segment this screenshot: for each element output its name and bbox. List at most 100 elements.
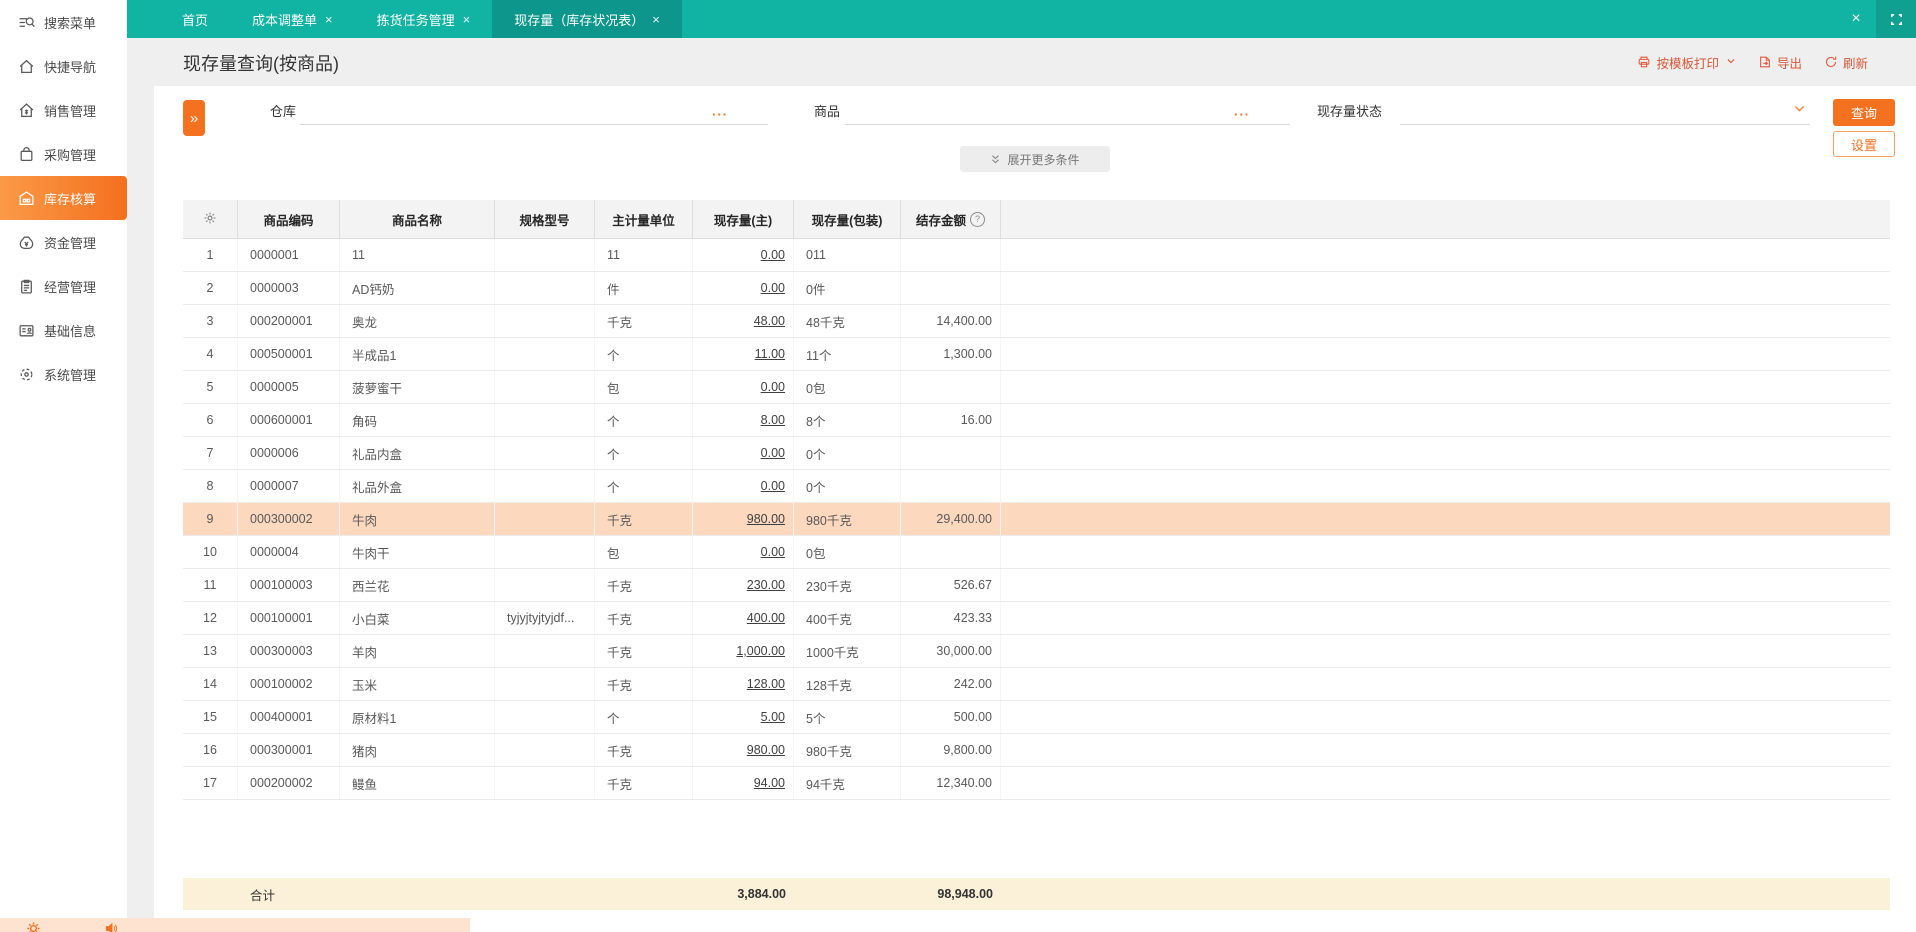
cell-num: 9 [183,503,238,535]
qty-main-link[interactable]: 0.00 [760,446,785,460]
table-row[interactable]: 17 000200002 鳗鱼 千克 94.00 94千克 12,340.00 [183,767,1890,800]
table-row[interactable]: 12 000100001 小白菜 tyjyjtyjtyjdf... 千克 400.00 40… [183,602,1890,635]
sidebar-item-quick-nav[interactable]: 快捷导航 [0,44,127,88]
column-label: 主计量单位 [612,213,675,228]
qty-main-link[interactable]: 48.00 [753,314,785,328]
qty-main-link[interactable]: 1,000.00 [736,644,785,658]
table-row[interactable]: 1 0000001 11 11 0.00 011 [183,239,1890,272]
column-header-qty_main[interactable]: 现存量(主) [693,200,794,238]
refresh-button[interactable]: 刷新 [1824,53,1868,72]
collapse-filter-button[interactable]: » [183,100,205,136]
qty-main-link[interactable]: 94.00 [753,776,785,790]
tab-close-icon[interactable]: × [652,11,660,27]
qty-main-link[interactable]: 980.00 [746,743,785,757]
table-row[interactable]: 11 000100003 西兰花 千克 230.00 230千克 526.67 [183,569,1890,602]
table-row[interactable]: 15 000400001 原材料1 个 5.00 5个 500.00 [183,701,1890,734]
column-settings-header[interactable] [183,200,238,238]
tab-label: 首页 [182,12,209,28]
cell-filler [1001,404,1890,436]
speaker-icon[interactable] [104,921,119,932]
query-button[interactable]: 查询 [1833,99,1895,126]
qty-main-link[interactable]: 0.00 [760,248,785,262]
sidebar-item-operations[interactable]: 经营管理 [0,264,127,308]
sidebar-item-search[interactable]: 搜索菜单 [0,0,127,44]
cell-code: 000500001 [238,338,340,370]
qty-main-link[interactable]: 128.00 [746,677,785,691]
qty-main-link[interactable]: 980.00 [746,512,785,526]
column-header-amount[interactable]: 结存金额? [901,200,1001,238]
column-header-filler[interactable] [1001,200,1890,238]
tab-close-icon[interactable]: × [462,11,471,27]
qty-main-link[interactable]: 0.00 [760,281,785,295]
sidebar-item-funds[interactable]: 资金管理 [0,220,127,264]
qty-main-link[interactable]: 230.00 [746,578,785,592]
qty-main-link[interactable]: 0.00 [760,545,785,559]
cell-amount [901,272,1001,304]
qty-main-link[interactable]: 11.00 [754,347,785,361]
table-row[interactable]: 13 000300003 羊肉 千克 1,000.00 1000千克 30,000.00 [183,635,1890,668]
cell-filler [1001,239,1890,271]
cell-unit: 11 [595,239,693,271]
column-header-spec[interactable]: 规格型号 [495,200,595,238]
product-picker-ellipsis[interactable]: ··· [1234,107,1250,122]
tab-home[interactable]: 首页 [160,0,230,38]
tab-stock[interactable]: 现存量（库存状况表） × [492,0,682,38]
fullscreen-button[interactable] [1876,0,1916,38]
table-row[interactable]: 16 000300001 猪肉 千克 980.00 980千克 9,800.00 [183,734,1890,767]
print-template-button[interactable]: 按模板打印 [1637,53,1736,72]
qty-main-link[interactable]: 400.00 [746,611,785,625]
cell-qty_pkg: 0个 [794,437,901,469]
column-header-unit[interactable]: 主计量单位 [595,200,693,238]
column-header-name[interactable]: 商品名称 [340,200,495,238]
table-row[interactable]: 2 0000003 AD钙奶 件 0.00 0件 [183,272,1890,305]
qty-main-link[interactable]: 0.00 [760,479,785,493]
table-row[interactable]: 7 0000006 礼品内盒 个 0.00 0个 [183,437,1890,470]
table-row[interactable]: 3 000200001 奥龙 千克 48.00 48千克 14,400.00 [183,305,1890,338]
gear-icon[interactable] [203,211,217,228]
sidebar-item-label: 搜索菜单 [44,15,97,31]
settings-button[interactable]: 设置 [1833,131,1895,157]
table-row[interactable]: 6 000600001 角码 个 8.00 8个 16.00 [183,404,1890,437]
help-icon[interactable]: ? [970,211,985,227]
sidebar-item-purchase[interactable]: 采购管理 [0,132,127,176]
table-row[interactable]: 8 0000007 礼品外盒 个 0.00 0个 [183,470,1890,503]
table-row[interactable]: 5 0000005 菠萝蜜干 包 0.00 0包 [183,371,1890,404]
sidebar-item-base-info[interactable]: 基础信息 [0,308,127,352]
warehouse-filter-input[interactable]: ··· [300,98,768,125]
table-row[interactable]: 4 000500001 半成品1 个 11.00 11个 1,300.00 [183,338,1890,371]
cell-num: 16 [183,734,238,766]
cell-spec [495,404,595,436]
expand-more-conditions[interactable]: 展开更多条件 [960,146,1110,172]
qty-main-link[interactable]: 5.00 [760,710,785,724]
table-row[interactable]: 9 000300002 牛肉 千克 980.00 980千克 29,400.00 [183,503,1890,536]
status-filter-input[interactable] [1400,98,1810,125]
chevron-down-icon[interactable] [1726,56,1736,69]
cell-filler [1001,536,1890,568]
qty-main-link[interactable]: 0.00 [760,380,785,394]
export-button[interactable]: 导出 [1758,53,1802,72]
qty-main-link[interactable]: 8.00 [760,413,785,427]
sidebar-item-inventory[interactable]: 库存核算 [0,176,127,220]
cell-filler [1001,767,1890,799]
sidebar-item-sales[interactable]: 销售管理 [0,88,127,132]
product-filter-input[interactable]: ··· [845,98,1290,125]
tool-gear-icon[interactable] [26,921,41,932]
cell-unit: 千克 [595,569,693,601]
cell-spec: tyjyjtyjtyjdf... [495,602,595,634]
cell-code: 000100002 [238,668,340,700]
warehouse-picker-ellipsis[interactable]: ··· [712,107,728,122]
action-label: 刷新 [1842,56,1868,71]
column-header-code[interactable]: 商品编码 [238,200,340,238]
tab-close-icon[interactable]: × [325,11,333,27]
table-row[interactable]: 14 000100002 玉米 千克 128.00 128千克 242.00 [183,668,1890,701]
table-row[interactable]: 10 0000004 牛肉干 包 0.00 0包 [183,536,1890,569]
status-dropdown-chevron-icon[interactable] [1793,102,1806,120]
sidebar: 搜索菜单快捷导航 销售管理 采购管理 库存核算 资金管理 经营管理 基础信息 系统管理 [0,0,127,932]
tab-picking[interactable]: 拣货任务管理 × [355,0,493,38]
close-button[interactable]: × [1851,10,1861,27]
tab-cost-adj[interactable]: 成本调整单 × [230,0,355,38]
cell-num: 11 [183,569,238,601]
sidebar-item-system[interactable]: 系统管理 [0,352,127,396]
column-header-qty_pkg[interactable]: 现存量(包装) [794,200,901,238]
warehouse-filter-label: 仓库 [270,104,297,119]
